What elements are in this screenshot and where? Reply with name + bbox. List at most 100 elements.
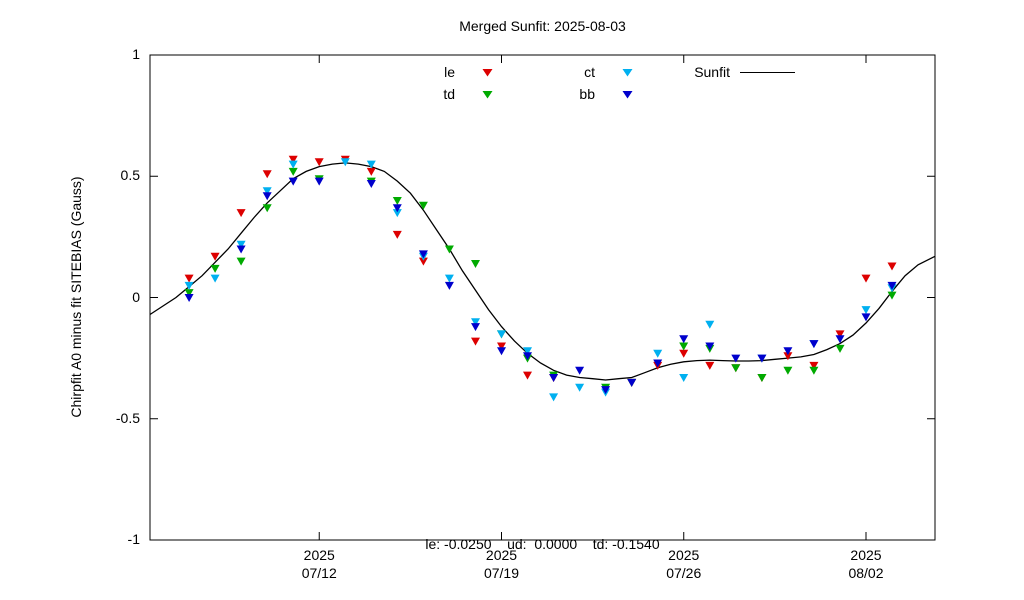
legend-label-td: td [443,86,455,102]
data-point-le [887,262,897,271]
data-point-le [523,371,532,380]
data-point-le [497,342,506,351]
fit-coefficients: le: -0.0250 ud: 0.0000 td: -0.1540 ct: -… [150,479,935,600]
data-point-td [288,167,298,176]
data-point-bb [887,281,897,290]
line-sample-icon [740,71,795,73]
data-point-bb [757,354,767,363]
data-point-td [809,366,819,375]
data-point-td [471,260,480,268]
data-point-ct [210,274,220,283]
data-point-le [366,167,376,176]
data-point-ct [366,160,376,169]
data-point-ct [392,209,402,218]
data-point-le [861,274,871,283]
data-point-le [184,274,194,283]
data-point-td [835,344,845,353]
data-point-le [471,337,480,346]
data-point-bb [471,323,480,332]
data-point-bb [523,352,532,361]
data-point-le [679,349,689,358]
data-point-td [731,364,741,373]
y-tick-label: -0.5 [115,409,140,426]
data-point-bb [705,342,715,351]
x-tick-date: 07/26 [666,565,702,581]
data-point-td [210,264,220,273]
data-point-bb [262,192,272,201]
data-point-ct [444,274,454,283]
data-point-le [288,155,298,164]
legend-item-bb: bb [545,86,634,102]
data-point-bb [418,250,428,259]
x-tick-label: 2025 07/26 [639,546,729,582]
data-point-ct [549,393,559,402]
legend-item-ct: ct [545,64,634,80]
legend-label-sunfit: Sunfit [694,64,730,80]
data-point-le [262,170,272,179]
data-point-bb [809,340,819,349]
data-point-bb [444,281,454,290]
data-point-bb [601,386,611,395]
x-tick-date: 07/19 [483,565,519,581]
stats-line-1: le: -0.0250 ud: 0.0000 td: -0.1540 [425,536,660,552]
data-point-ct [288,160,298,169]
data-point-td [262,204,272,213]
data-point-ct [340,158,350,167]
x-tick-year: 2025 [485,547,518,563]
x-tick-label: 2025 08/02 [821,546,911,582]
data-point-td [679,342,689,351]
data-point-bb [835,335,845,344]
triangle-down-icon [622,90,633,98]
legend-item-le: le [405,64,494,80]
data-point-bb [731,354,741,363]
data-point-td [757,374,767,382]
y-tick-label: 0.5 [120,167,140,184]
data-point-le [705,361,715,370]
data-point-td [783,366,793,375]
legend-item-td: td [405,86,494,102]
triangle-down-icon [482,90,493,98]
y-tick-label: 1 [132,46,140,62]
plot-border [149,54,936,541]
x-tick-label: 2025 07/12 [274,546,364,582]
data-point-td [184,289,194,298]
data-point-bb [861,313,871,322]
data-point-bb [392,204,402,213]
data-point-bb [184,294,194,302]
legend-label-ct: ct [584,64,595,80]
data-point-le [210,252,220,261]
data-point-bb [627,378,637,387]
data-point-bb [783,347,793,356]
data-point-ct [861,306,871,315]
data-point-ct [471,318,480,327]
data-point-ct [236,240,246,249]
chart-title: Merged Sunfit: 2025-08-03 [459,18,626,34]
triangle-down-icon [622,68,633,76]
x-tick-date: 07/12 [301,565,337,581]
y-tick-label: -1 [127,531,140,547]
data-point-td [887,291,897,300]
data-point-bb [549,374,559,382]
x-tick-year: 2025 [303,547,335,563]
data-point-bb [366,180,376,188]
x-tick-date: 08/02 [848,565,884,581]
sunfit-curve [149,162,936,381]
legend-item-sunfit: Sunfit [652,64,795,80]
data-point-bb [288,177,298,186]
data-point-le [314,158,324,167]
data-point-bb [575,366,585,375]
data-point-le [418,257,428,266]
y-tick-label: 0 [132,288,140,305]
data-point-le [809,361,819,370]
data-point-ct [705,320,715,329]
data-point-ct [184,281,194,290]
x-tick-year: 2025 [668,547,700,563]
data-point-bb [236,245,246,254]
data-point-bb [679,335,689,344]
data-point-bb [497,347,506,356]
data-point-ct [523,347,532,356]
x-tick-year: 2025 [850,547,882,563]
data-point-ct [262,187,272,196]
